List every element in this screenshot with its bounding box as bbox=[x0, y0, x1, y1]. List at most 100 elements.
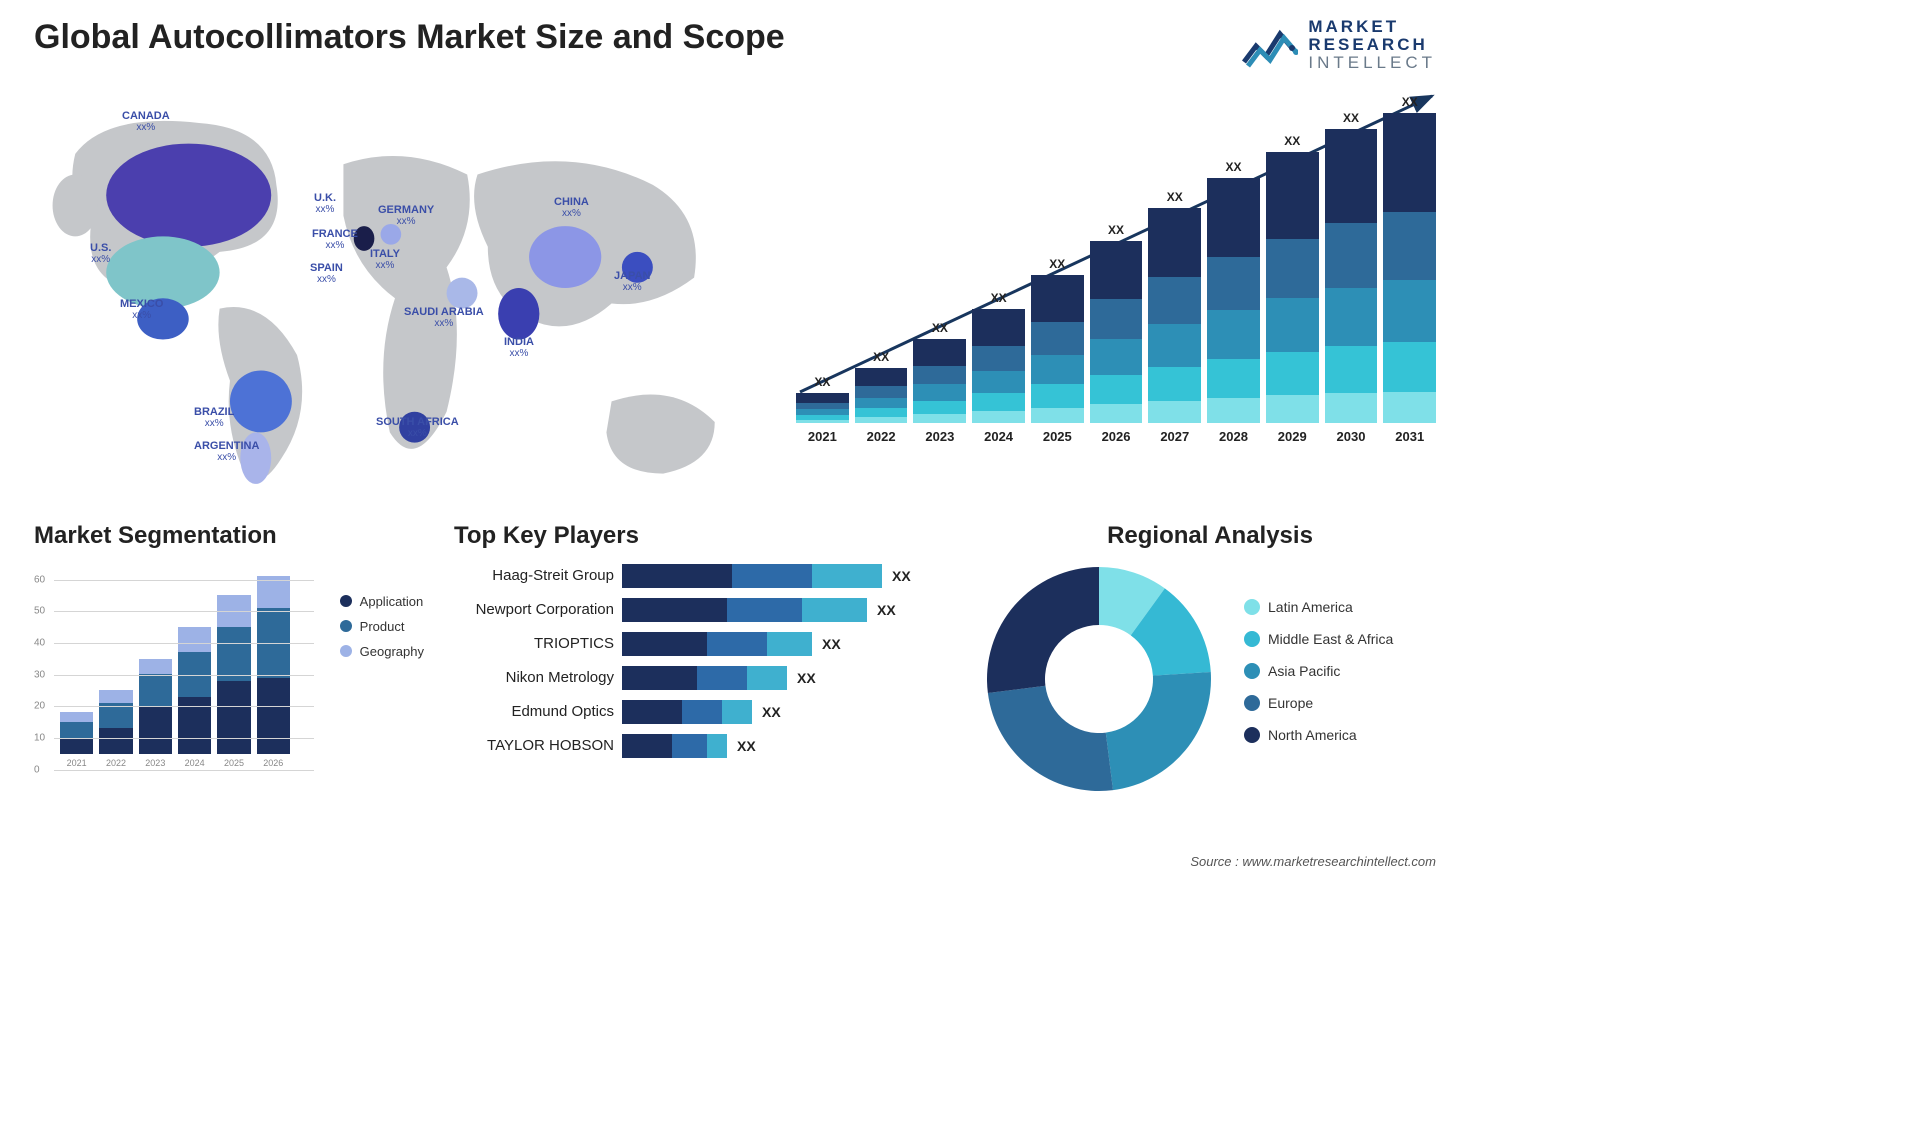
legend-label: Asia Pacific bbox=[1268, 663, 1340, 679]
bar-segment bbox=[1148, 324, 1201, 367]
forecast-bar: XX2022 bbox=[855, 350, 908, 443]
bar-segment bbox=[99, 690, 132, 703]
bar-segment bbox=[855, 368, 908, 385]
seg-bar: 2022 bbox=[99, 690, 132, 767]
bar-segment bbox=[796, 420, 849, 423]
year-label: 2025 bbox=[1043, 429, 1072, 444]
map-label: SPAINxx% bbox=[310, 262, 343, 286]
bar-segment bbox=[972, 393, 1025, 411]
forecast-chart: XX2021XX2022XX2023XX2024XX2025XX2026XX20… bbox=[796, 92, 1436, 472]
bar-segment bbox=[1325, 393, 1378, 422]
bar-segment bbox=[855, 398, 908, 409]
y-tick: 0 bbox=[34, 764, 40, 775]
bar-segment bbox=[913, 401, 966, 414]
player-name: Newport Corporation bbox=[454, 601, 622, 618]
bar-segment bbox=[60, 722, 93, 738]
map-region-saudi bbox=[447, 277, 478, 308]
bar-segment bbox=[972, 371, 1025, 394]
bar-segment bbox=[622, 666, 697, 690]
legend-swatch bbox=[1244, 695, 1260, 711]
bar-segment bbox=[1148, 277, 1201, 324]
bar-segment bbox=[622, 734, 672, 758]
player-row: TRIOPTICSXX bbox=[454, 632, 954, 656]
bar-value-label: XX bbox=[1343, 111, 1359, 125]
map-region-canada bbox=[106, 143, 271, 246]
brand-line: INTELLECT bbox=[1308, 54, 1436, 72]
legend-label: Middle East & Africa bbox=[1268, 631, 1393, 647]
bar-segment bbox=[1266, 152, 1319, 239]
bar-segment bbox=[257, 576, 290, 608]
legend-item: Asia Pacific bbox=[1244, 663, 1393, 679]
year-label: 2027 bbox=[1160, 429, 1189, 444]
map-label: FRANCExx% bbox=[312, 228, 358, 252]
gridline bbox=[54, 770, 314, 771]
bar-value-label: XX bbox=[1284, 134, 1300, 148]
player-name: Haag-Streit Group bbox=[454, 567, 622, 584]
map-label: ARGENTINAxx% bbox=[194, 440, 259, 464]
bar-value-label: XX bbox=[1049, 257, 1065, 271]
bar-segment bbox=[1090, 299, 1143, 339]
bar-value-label: XX bbox=[814, 375, 830, 389]
segmentation-legend: Application Product Geography bbox=[340, 594, 424, 784]
map-label: CANADAxx% bbox=[122, 110, 170, 134]
bar-value-label: XX bbox=[1167, 190, 1183, 204]
player-row: Haag-Streit Group XX bbox=[454, 564, 954, 588]
bar-segment bbox=[855, 408, 908, 417]
bar-segment bbox=[1148, 208, 1201, 277]
bar-segment bbox=[1325, 288, 1378, 347]
y-tick: 60 bbox=[34, 574, 45, 585]
seg-bar: 2025 bbox=[217, 595, 250, 767]
bar-segment bbox=[767, 632, 812, 656]
page-title: Global Autocollimators Market Size and S… bbox=[34, 18, 785, 57]
bar-segment bbox=[1148, 367, 1201, 401]
legend-item: Geography bbox=[340, 644, 424, 659]
bar-segment bbox=[1207, 310, 1260, 359]
player-value: XX bbox=[737, 738, 756, 754]
section-title: Regional Analysis bbox=[984, 522, 1436, 550]
bar-segment bbox=[622, 598, 727, 622]
bar-segment bbox=[747, 666, 787, 690]
bar-segment bbox=[1325, 346, 1378, 393]
seg-bar: 2024 bbox=[178, 627, 211, 768]
gridline bbox=[54, 611, 314, 612]
forecast-bar: XX2026 bbox=[1090, 223, 1143, 444]
player-bar bbox=[622, 734, 727, 758]
legend-item: Middle East & Africa bbox=[1244, 631, 1393, 647]
bar-segment bbox=[1383, 113, 1436, 212]
bar-segment bbox=[727, 598, 802, 622]
forecast-bar: XX 2027 bbox=[1148, 190, 1201, 444]
bar-segment bbox=[682, 700, 722, 724]
bar-segment bbox=[1031, 275, 1084, 322]
legend-label: North America bbox=[1268, 727, 1357, 743]
player-value: XX bbox=[762, 704, 781, 720]
bar-segment bbox=[1383, 280, 1436, 342]
bar-segment bbox=[257, 678, 290, 754]
bar-value-label: XX bbox=[991, 291, 1007, 305]
bar-segment bbox=[178, 697, 211, 754]
bar-segment bbox=[722, 700, 752, 724]
segmentation-chart: 202120222023202420252026 0102030405060 bbox=[34, 564, 314, 784]
map-label: U.S.xx% bbox=[90, 242, 111, 266]
bar-segment bbox=[1383, 212, 1436, 280]
bar-segment bbox=[1266, 298, 1319, 352]
legend-item: Product bbox=[340, 619, 424, 634]
bar-value-label: XX bbox=[932, 321, 948, 335]
donut-slice bbox=[988, 685, 1113, 790]
legend-label: Product bbox=[360, 619, 405, 634]
gridline bbox=[54, 738, 314, 739]
player-value: XX bbox=[892, 568, 911, 584]
year-label: 2026 bbox=[263, 758, 283, 768]
legend-item: Application bbox=[340, 594, 424, 609]
map-region-brazil bbox=[230, 370, 292, 432]
player-value: XX bbox=[822, 636, 841, 652]
forecast-bar: XX 2030 bbox=[1325, 111, 1378, 443]
bar-segment bbox=[1383, 392, 1436, 423]
year-label: 2031 bbox=[1395, 429, 1424, 444]
gridline bbox=[54, 643, 314, 644]
year-label: 2028 bbox=[1219, 429, 1248, 444]
bar-segment bbox=[732, 564, 812, 588]
bar-segment bbox=[622, 564, 732, 588]
year-label: 2030 bbox=[1337, 429, 1366, 444]
player-row: Newport CorporationXX bbox=[454, 598, 954, 622]
bar-segment bbox=[1266, 352, 1319, 395]
